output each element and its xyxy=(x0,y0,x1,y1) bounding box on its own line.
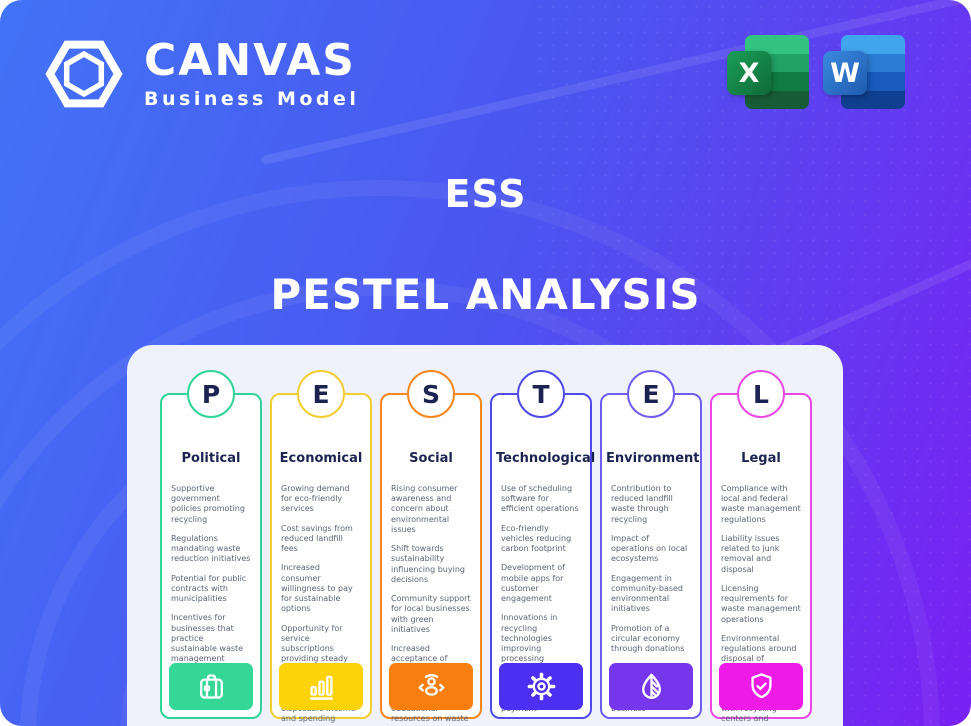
company-title: ESS xyxy=(444,172,527,216)
card-footer-economical xyxy=(279,663,363,710)
leaf-icon xyxy=(641,673,661,699)
card-item: Engagement in community-based environmen… xyxy=(611,573,684,614)
card-item: Incentives for businesses that practice … xyxy=(171,613,244,664)
letter-badge-e2: E xyxy=(627,370,675,418)
bar-chart-icon xyxy=(309,675,333,700)
brand-name: CANVAS xyxy=(144,34,356,86)
card-item: Potential for public contracts with muni… xyxy=(171,573,247,604)
card-title-environment: Environment xyxy=(606,451,700,466)
card-item: Growing demand for eco-friendly services xyxy=(281,484,350,514)
card-item: Impact of operations on local ecosystems xyxy=(611,533,688,564)
letter-badge-t: T xyxy=(517,370,565,418)
brand-subtitle: Business Model xyxy=(144,87,360,110)
letter-badge-l: L xyxy=(737,370,785,418)
gear-icon xyxy=(527,672,555,701)
pestel-card-political: P Political Supportive government polici… xyxy=(160,370,262,719)
letter-badge-e1: E xyxy=(297,370,345,418)
shield-check-icon xyxy=(750,673,772,699)
excel-icon[interactable]: X xyxy=(727,32,809,114)
page-title: PESTEL ANALYSIS xyxy=(270,270,701,319)
pestel-card-economical: E Economical Growing demand for eco-frie… xyxy=(270,370,372,723)
badge-letter: E xyxy=(642,379,660,409)
card-footer-political xyxy=(169,663,253,710)
card-item: Shift towards sustainability influencing… xyxy=(391,544,465,584)
card-item: Contribution to reduced landfill waste t… xyxy=(611,484,673,524)
card-item: Regulations mandating waste reduction in… xyxy=(171,533,251,564)
card-footer-technological xyxy=(499,663,583,710)
card-item: Increased consumer willingness to pay fo… xyxy=(281,563,353,614)
community-icon xyxy=(418,674,444,696)
excel-letter: X xyxy=(727,51,771,95)
card-item: Compliance with local and federal waste … xyxy=(721,484,801,524)
pestel-card-social: S Social Rising consumer awareness and c… xyxy=(380,370,482,726)
card-item: Community support for local businesses w… xyxy=(391,594,471,634)
card-footer-environment xyxy=(609,663,693,710)
card-footer-social xyxy=(389,663,473,710)
card-title-legal: Legal xyxy=(741,451,781,466)
letter-badge-s: S xyxy=(407,370,455,418)
canvas-hexagon-logo xyxy=(45,40,123,108)
card-item: Liability issues related to junk removal… xyxy=(721,533,780,574)
card-title-social: Social xyxy=(409,451,453,466)
badge-letter: E xyxy=(312,379,330,409)
card-footer-legal xyxy=(719,663,803,710)
brand-header: CANVAS Business Model xyxy=(44,34,359,114)
card-item: Use of scheduling software for efficient… xyxy=(501,484,579,514)
badge-letter: L xyxy=(753,379,769,409)
card-item: Supportive government policies promoting… xyxy=(171,484,245,524)
pestel-panel: P Political Supportive government polici… xyxy=(127,345,843,726)
card-item: Development of mobile apps for customer … xyxy=(501,563,566,604)
pestel-card-legal: L Legal Compliance with local and federa… xyxy=(710,370,812,726)
file-format-icons: X W xyxy=(727,32,905,114)
badge-letter: S xyxy=(421,379,440,409)
card-item: Cost savings from reduced landfill fees xyxy=(281,523,353,554)
card-title-political: Political xyxy=(181,451,241,466)
card-item: Licensing requirements for waste managem… xyxy=(721,583,801,624)
briefcase-icon xyxy=(199,674,223,699)
pestel-card-environment: E Environment Contribution to reduced la… xyxy=(600,370,702,719)
word-icon[interactable]: W xyxy=(823,32,905,114)
card-title-economical: Economical xyxy=(279,451,363,466)
pestel-card-technological: T Technological Use of scheduling softwa… xyxy=(490,370,596,719)
card-title-technological: Technological xyxy=(496,451,596,466)
card-item: Promotion of a circular economy through … xyxy=(611,623,685,654)
card-item: Rising consumer awareness and concern ab… xyxy=(391,484,458,534)
letter-badge-p: P xyxy=(187,370,235,418)
pestel-cards-row: P Political Supportive government polici… xyxy=(160,370,812,726)
card-item: Eco-friendly vehicles reducing carbon fo… xyxy=(501,523,572,554)
badge-letter: P xyxy=(201,379,221,409)
badge-letter: T xyxy=(532,379,550,409)
card-item: Innovations in recycling technologies im… xyxy=(501,613,558,664)
word-letter: W xyxy=(823,51,867,95)
